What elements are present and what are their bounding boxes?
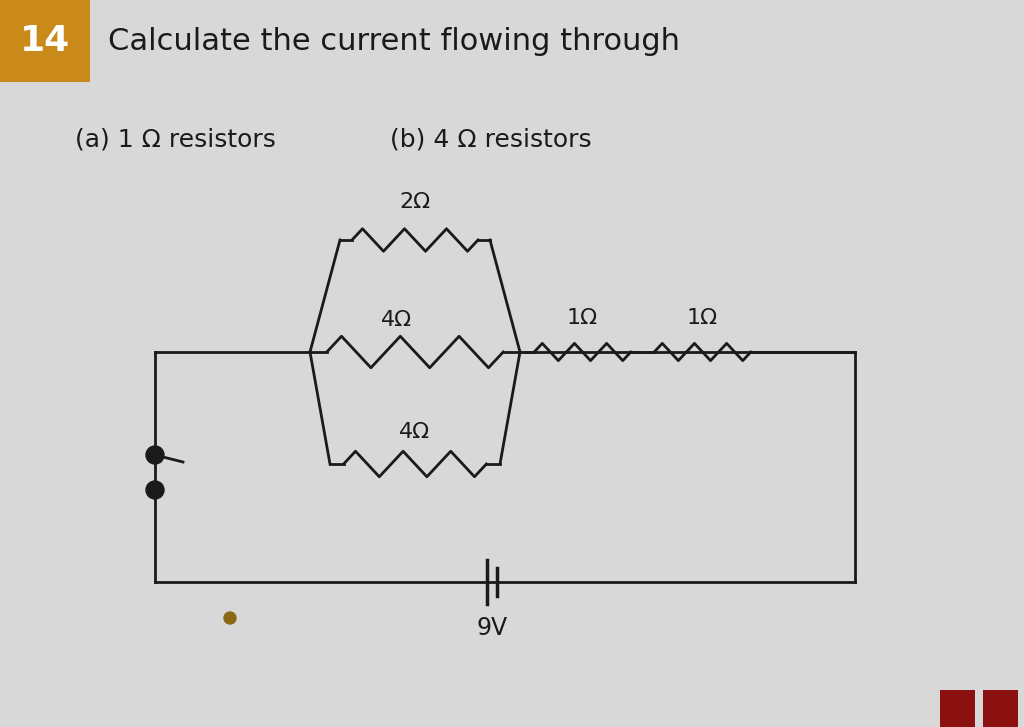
Circle shape [146, 446, 164, 464]
Text: 9V: 9V [476, 616, 508, 640]
Text: 1Ω: 1Ω [567, 308, 598, 328]
Text: 2Ω: 2Ω [399, 192, 430, 212]
Text: 4Ω: 4Ω [381, 310, 413, 330]
Bar [0, 0, 90, 82]
Circle shape [146, 481, 164, 499]
Bar [940, 690, 975, 727]
Text: (b) 4 Ω resistors: (b) 4 Ω resistors [390, 128, 592, 152]
Text: (a) 1 Ω resistors: (a) 1 Ω resistors [75, 128, 275, 152]
Bar [983, 690, 1018, 727]
Circle shape [224, 612, 236, 624]
Text: 1Ω: 1Ω [687, 308, 718, 328]
Text: 14: 14 [19, 24, 70, 58]
Text: Calculate the current flowing through: Calculate the current flowing through [108, 26, 680, 55]
Text: 4Ω: 4Ω [399, 422, 430, 442]
